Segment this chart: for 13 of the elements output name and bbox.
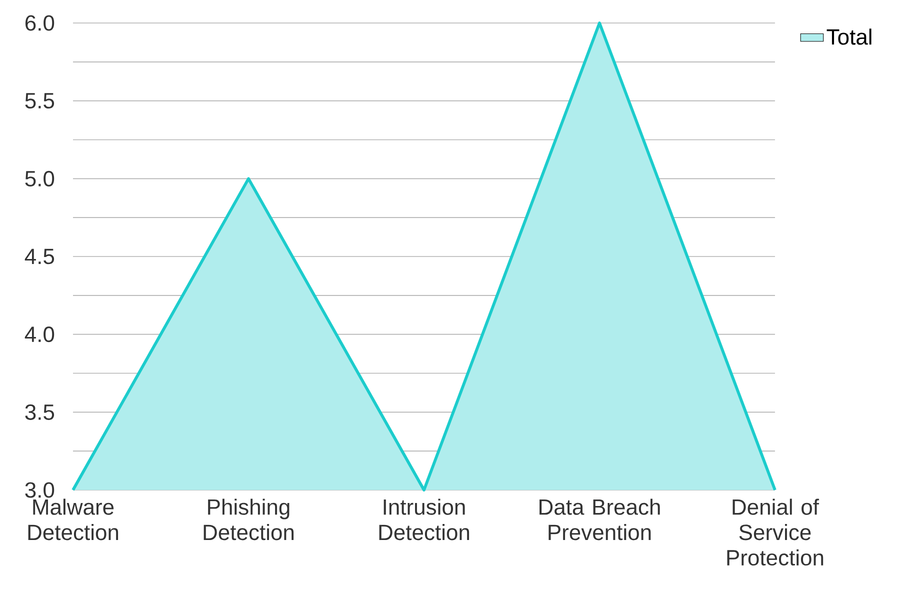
y-tick-label: 3.5 (25, 404, 54, 420)
y-tick-label: 5.5 (25, 93, 54, 109)
legend-label: Total (826, 28, 872, 45)
y-tick-label: 4.5 (24, 248, 54, 264)
y-tick-label: 5.0 (25, 170, 54, 186)
y-tick-label: 4.0 (24, 326, 54, 342)
y-tick-label: 3.0 (25, 482, 54, 498)
x-tick-label: Malware Detection (28, 498, 118, 540)
x-tick-label: Denial of Service Protection (727, 498, 824, 566)
x-tick-label: Intrusion Detection (379, 498, 470, 540)
y-tick-label: 6.0 (25, 15, 54, 31)
x-tick-label: Phishing Detection (204, 498, 294, 540)
x-tick-label: Data Breach Prevention (540, 498, 660, 540)
